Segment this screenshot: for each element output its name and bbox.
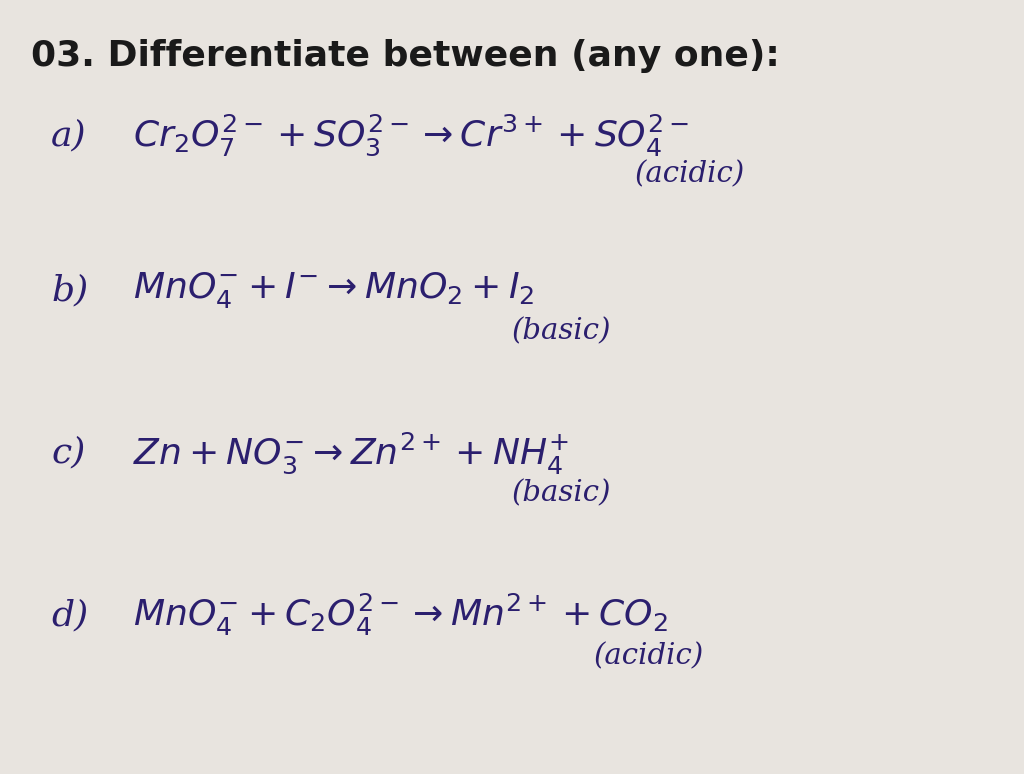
Text: $MnO_4^{-}+C_2O_4^{2-}\rightarrow Mn^{2+}+CO_2$: $MnO_4^{-}+C_2O_4^{2-}\rightarrow Mn^{2+… <box>133 592 668 639</box>
Text: c): c) <box>51 436 86 470</box>
Text: a): a) <box>51 118 87 152</box>
Text: (basic): (basic) <box>512 317 611 345</box>
Text: $Zn+NO_3^{-}\rightarrow Zn^{2+}+NH_4^{+}$: $Zn+NO_3^{-}\rightarrow Zn^{2+}+NH_4^{+}… <box>133 430 569 475</box>
Text: $Cr_2O_7^{2-}+SO_3^{2-}\rightarrow Cr^{3+}+SO_4^{2-}$: $Cr_2O_7^{2-}+SO_3^{2-}\rightarrow Cr^{3… <box>133 113 689 158</box>
Text: (acidic): (acidic) <box>635 160 745 188</box>
Text: b): b) <box>51 273 88 307</box>
Text: (basic): (basic) <box>512 480 611 508</box>
Text: $MnO_4^{-}+I^{-}\rightarrow MnO_2+I_2$: $MnO_4^{-}+I^{-}\rightarrow MnO_2+I_2$ <box>133 270 535 310</box>
Text: 03. Differentiate between (any one):: 03. Differentiate between (any one): <box>31 39 779 73</box>
Text: d): d) <box>51 598 88 632</box>
Text: (acidic): (acidic) <box>594 642 705 670</box>
